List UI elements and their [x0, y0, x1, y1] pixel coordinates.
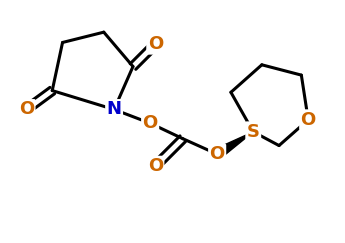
- Text: O: O: [148, 35, 163, 53]
- Text: N: N: [107, 100, 121, 119]
- Text: O: O: [148, 157, 163, 175]
- Polygon shape: [214, 132, 253, 159]
- Text: S: S: [247, 123, 260, 141]
- Text: O: O: [300, 111, 316, 129]
- Text: O: O: [209, 145, 225, 163]
- Text: O: O: [142, 114, 158, 132]
- Text: O: O: [19, 100, 34, 119]
